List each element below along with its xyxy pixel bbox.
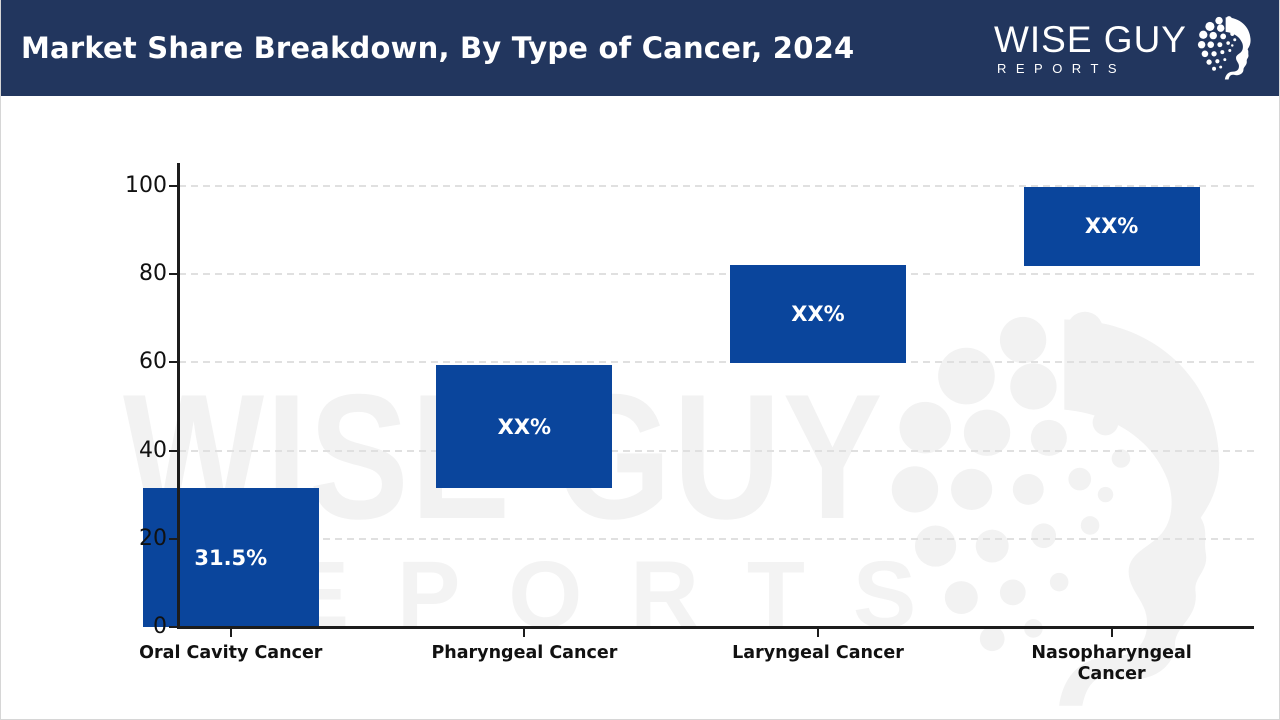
y-tick-label-100: 100 [125,172,167,198]
bar-2: XX% [436,365,613,489]
wise-guy-logo: WISE GUY REPORTS [994,11,1253,85]
page-title: Market Share Breakdown, By Type of Cance… [21,31,855,65]
gridline-80 [179,273,1254,275]
y-tick-60 [169,361,177,364]
y-tick-label-60: 60 [139,349,167,375]
bar-4: XX% [1023,186,1200,266]
header: Market Share Breakdown, By Type of Cance… [1,0,1279,96]
y-tick-label-40: 40 [139,437,167,463]
bar-value-label-3: XX% [791,302,845,327]
logo-wordmark: WISE GUY [993,19,1187,60]
y-tick-20 [169,538,177,541]
y-tick-label-80: 80 [139,261,167,286]
x-tick-3 [817,628,819,637]
x-axis-line [177,626,1254,629]
y-tick-0 [169,626,177,629]
x-category-label-4: Nasopharyngeal Cancer [1031,643,1192,685]
gridline-60 [179,361,1254,364]
y-tick-label-0: 0 [153,614,167,640]
gridline-40 [179,449,1254,452]
bar-value-label-1: 31.5% [194,545,268,570]
y-tick-100 [169,184,177,187]
y-tick-40 [169,449,177,452]
x-tick-1 [229,628,232,637]
y-tick-80 [169,273,177,275]
x-category-label-1: Oral Cavity Cancer [139,643,323,664]
x-category-label-3: Laryngeal Cancer [732,643,904,664]
y-axis-line [177,163,180,629]
bar-value-label-4: XX% [1084,214,1139,239]
wise-guy-face-icon [1195,11,1253,85]
logo-text: WISE GUY REPORTS [994,21,1187,75]
x-category-label-2: Pharyngeal Cancer [431,643,618,664]
y-tick-label-20: 20 [139,526,167,552]
gridline-100 [179,184,1254,187]
bar-3: XX% [730,265,906,364]
bar-1: 31.5% [142,488,319,628]
x-tick-4 [1110,628,1113,637]
x-tick-2 [523,628,526,637]
logo-subtitle: REPORTS [996,61,1127,76]
bar-value-label-2: XX% [497,414,552,439]
chart-area: WISE GUY REPORTS 31.5% XX% XX% XX% 0 20 40 60 8… [1,96,1279,719]
gridline-20 [179,538,1254,541]
